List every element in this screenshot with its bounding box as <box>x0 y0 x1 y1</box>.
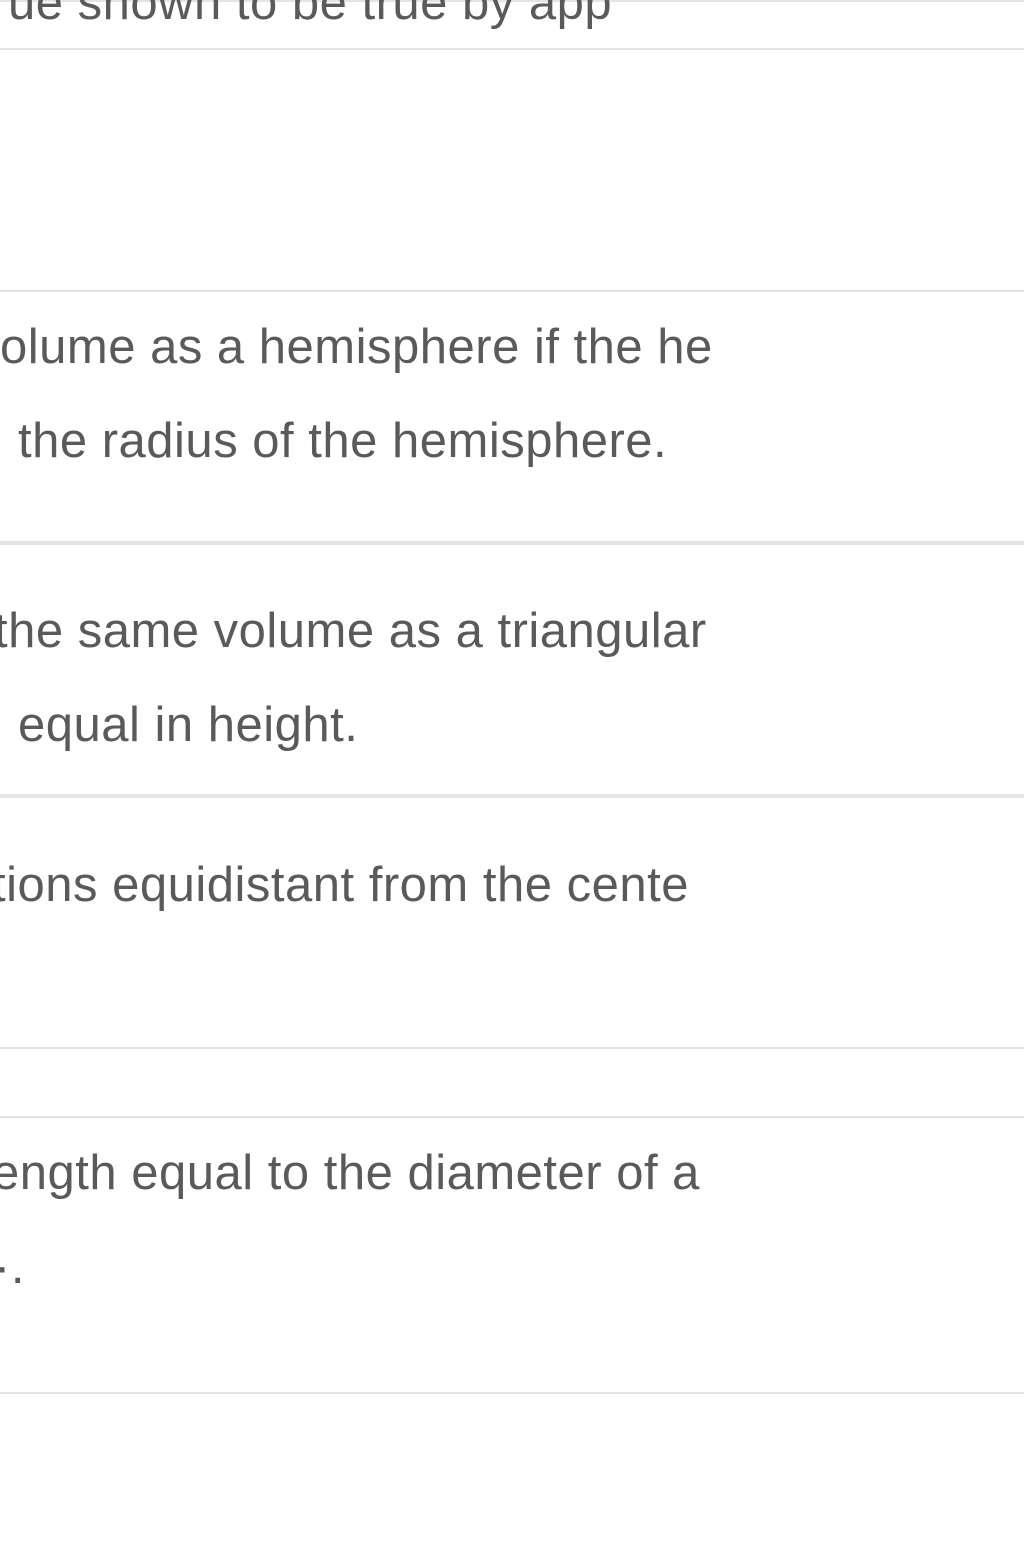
text-row1-line2: the radius of the hemisphere. <box>18 410 667 472</box>
text-row1-line1: olume as a hemisphere if the he <box>0 316 713 378</box>
text-row2-line2: equal in height. <box>18 694 358 756</box>
rule-row-3 <box>0 796 1024 1049</box>
rule-row-2 <box>0 543 1024 796</box>
text-row4-dot: ·. <box>0 1236 25 1298</box>
page: ue shown to be true by app olume as a he… <box>0 0 1024 1557</box>
text-row2-line1: the same volume as a triangular <box>0 600 707 662</box>
text-fragment-top: ue shown to be true by app <box>8 0 612 34</box>
text-row3-line1: tions equidistant from the cente <box>0 854 689 916</box>
text-row4-line1: ength equal to the diameter of a <box>0 1142 700 1204</box>
